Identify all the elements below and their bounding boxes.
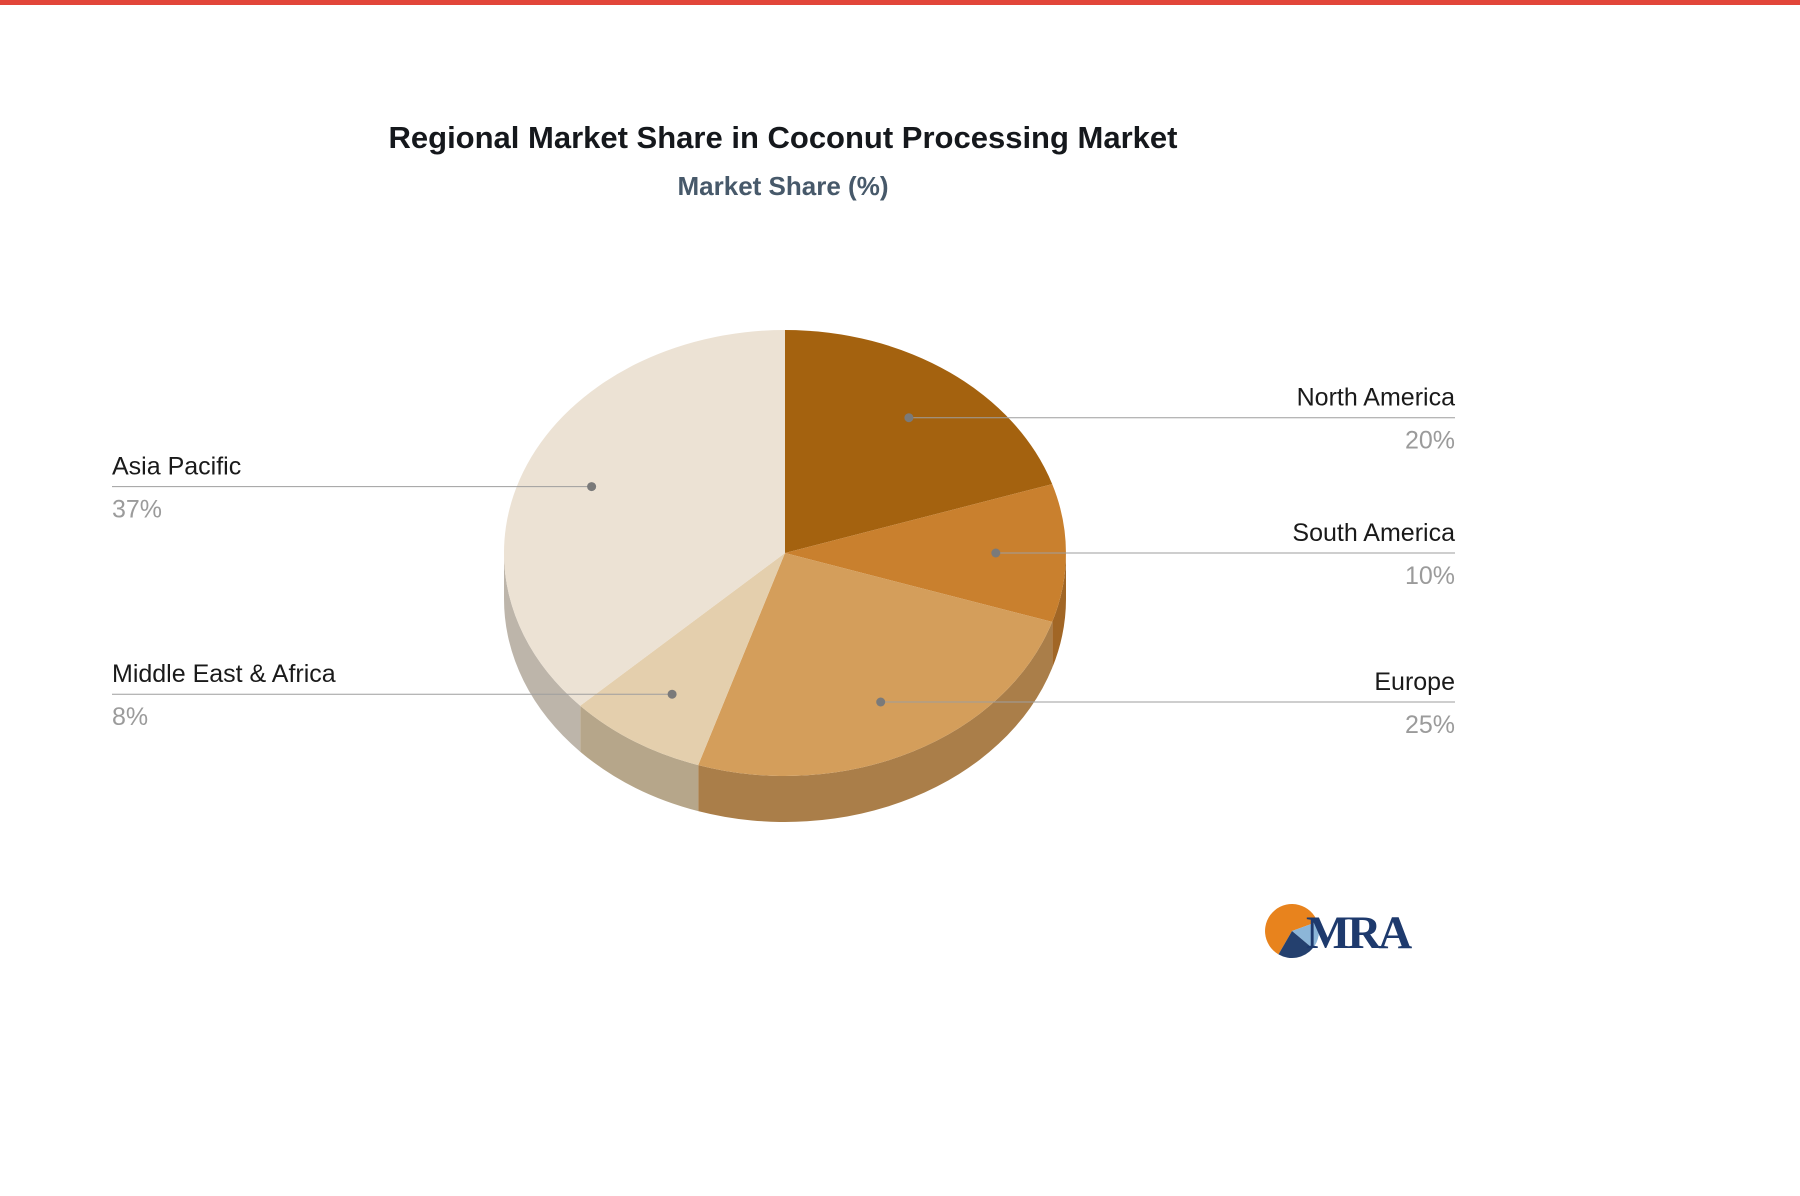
chart-title: Regional Market Share in Coconut Process… [389,120,1178,155]
pie-slice-middle-east-africa [580,553,785,766]
mra-logo: MRA [1265,904,1415,959]
pie-slice-south-america [785,484,1066,622]
pie-slice-side-europe [698,621,1053,822]
slice-label-europe: Europe [1374,668,1455,696]
chart-subtitle: Market Share (%) [678,171,889,201]
slice-value-asia-pacific: 37% [112,496,162,524]
logo-text: MRA [1306,907,1412,959]
leader-dot-south-america [991,548,1001,558]
slice-value-north-america: 20% [1405,427,1455,455]
pie-slice-asia-pacific [503,330,785,706]
leader-dot-middle-east-africa [667,689,677,699]
leader-dot-north-america [904,413,914,423]
slice-value-south-america: 10% [1405,562,1455,590]
slice-value-europe: 25% [1405,711,1455,739]
slice-label-north-america: North America [1297,384,1455,412]
leader-dot-europe [876,697,886,707]
slice-label-south-america: South America [1292,519,1455,547]
leader-dot-asia-pacific [587,482,597,492]
logo-wedge-orange-icon [1265,904,1318,955]
pie-group: North America 20% South America 10% Europe 25… [112,330,1455,822]
slice-value-middle-east-africa: 8% [112,703,148,731]
pie-slice-europe [698,553,1053,776]
pie-slice-side-south-america [1052,553,1066,668]
pie-slice-side-middle-east-africa [580,705,699,812]
slice-label-asia-pacific: Asia Pacific [112,453,241,481]
top-accent-bar [0,0,1800,5]
logo-wedge-lightblue-icon [1292,921,1320,949]
pie-slice-north-america [785,330,1053,553]
slice-label-middle-east-africa: Middle East & Africa [112,660,336,688]
pie-slice-side-asia-pacific [503,553,581,752]
logo-wedge-navy-icon [1278,931,1313,959]
